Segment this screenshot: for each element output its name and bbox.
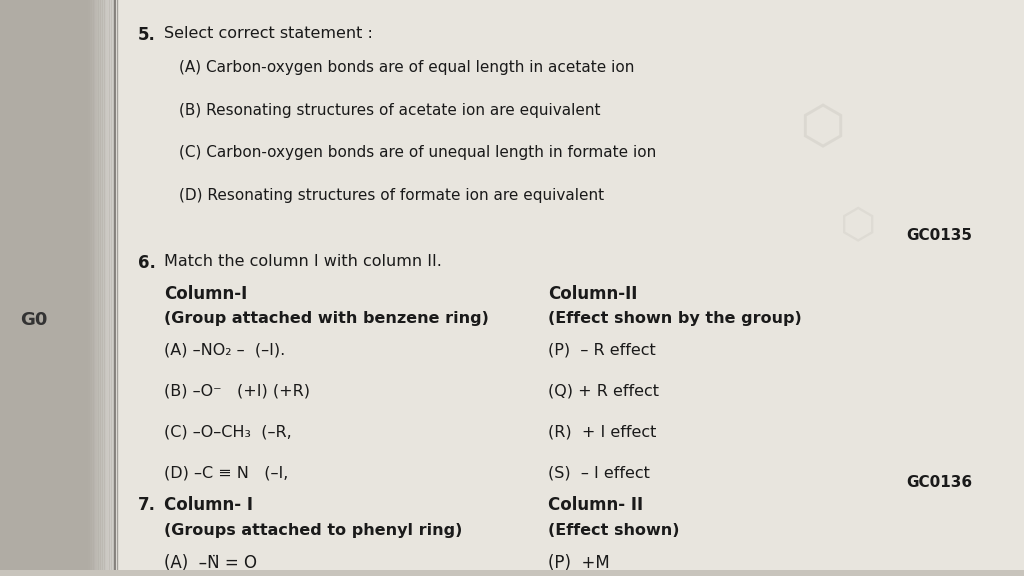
FancyBboxPatch shape bbox=[0, 0, 115, 570]
Text: (C) –O–CH₃  (–R,: (C) –O–CH₃ (–R, bbox=[164, 425, 292, 439]
Text: Column-I: Column-I bbox=[164, 285, 247, 303]
Text: 7.: 7. bbox=[138, 497, 157, 514]
Text: Column- II: Column- II bbox=[548, 497, 643, 514]
Text: (Effect shown): (Effect shown) bbox=[548, 523, 679, 538]
Text: GC0136: GC0136 bbox=[906, 475, 973, 490]
Text: (Group attached with benzene ring): (Group attached with benzene ring) bbox=[164, 311, 488, 326]
Text: Match the column I with column II.: Match the column I with column II. bbox=[164, 254, 441, 269]
Text: (Groups attached to phenyl ring): (Groups attached to phenyl ring) bbox=[164, 523, 462, 538]
Text: (Effect shown by the group): (Effect shown by the group) bbox=[548, 311, 802, 326]
FancyBboxPatch shape bbox=[115, 0, 1024, 570]
Text: (A) Carbon-oxygen bonds are of equal length in acetate ion: (A) Carbon-oxygen bonds are of equal len… bbox=[179, 60, 635, 75]
Text: (P)  – R effect: (P) – R effect bbox=[548, 342, 655, 357]
Text: (Q) + R effect: (Q) + R effect bbox=[548, 383, 658, 399]
Text: (A) –NO₂ –  (–I).: (A) –NO₂ – (–I). bbox=[164, 342, 285, 357]
Text: (B) –O⁻   (+I) (+R): (B) –O⁻ (+I) (+R) bbox=[164, 383, 310, 399]
Text: (A)  –N̈ = O: (A) –N̈ = O bbox=[164, 555, 257, 573]
Text: (D) –C ≡ N   (–I,: (D) –C ≡ N (–I, bbox=[164, 465, 288, 480]
Text: ⬡: ⬡ bbox=[840, 206, 877, 247]
Text: (R)  + I effect: (R) + I effect bbox=[548, 425, 656, 439]
Text: Column-II: Column-II bbox=[548, 285, 637, 303]
Text: Column- I: Column- I bbox=[164, 497, 253, 514]
Text: ⬡: ⬡ bbox=[799, 103, 845, 155]
Text: (P)  +M: (P) +M bbox=[548, 555, 609, 573]
Text: G0: G0 bbox=[20, 311, 48, 329]
Text: 5.: 5. bbox=[138, 26, 156, 44]
Text: Select correct statement :: Select correct statement : bbox=[164, 26, 373, 41]
Text: (C) Carbon-oxygen bonds are of unequal length in formate ion: (C) Carbon-oxygen bonds are of unequal l… bbox=[179, 146, 656, 161]
Text: (S)  – I effect: (S) – I effect bbox=[548, 465, 649, 480]
Text: (D) Resonating structures of formate ion are equivalent: (D) Resonating structures of formate ion… bbox=[179, 188, 604, 203]
Text: 6.: 6. bbox=[138, 254, 156, 272]
Text: GC0135: GC0135 bbox=[906, 228, 972, 243]
Text: (B) Resonating structures of acetate ion are equivalent: (B) Resonating structures of acetate ion… bbox=[179, 103, 601, 118]
